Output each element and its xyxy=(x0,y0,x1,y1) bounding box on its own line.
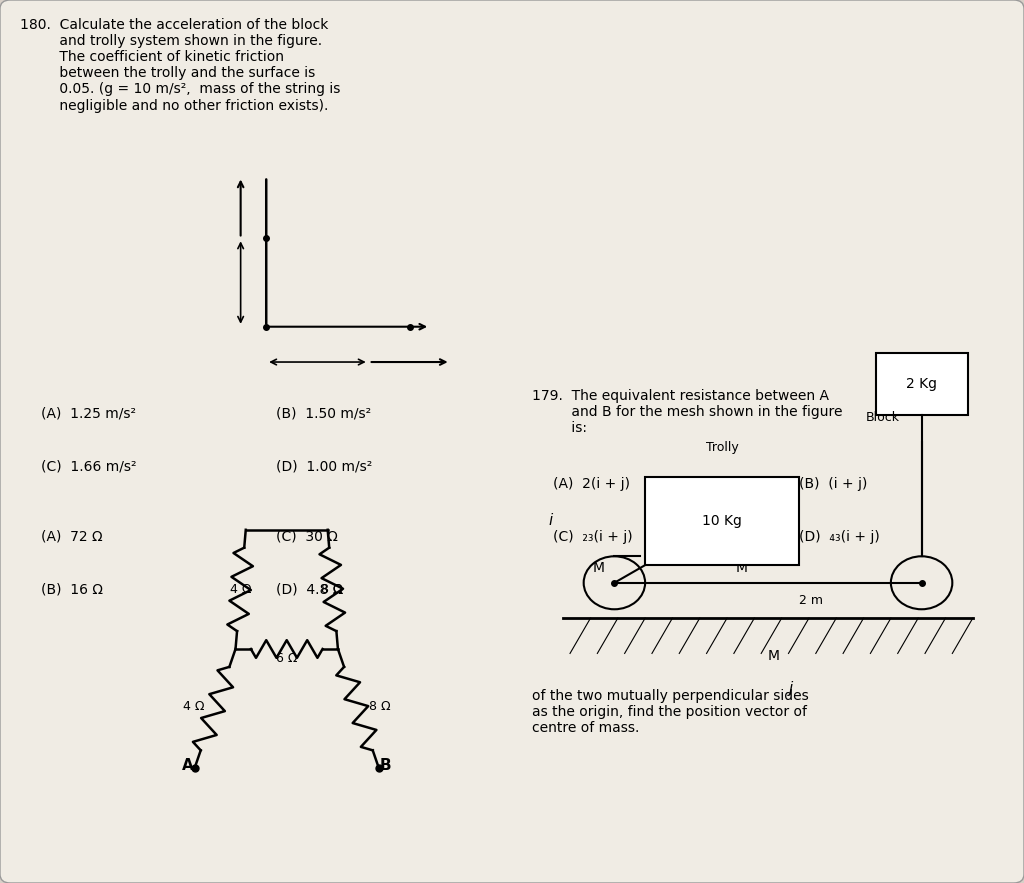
Text: (D)  4.8 Ω: (D) 4.8 Ω xyxy=(276,583,344,597)
Text: (C)  30 Ω: (C) 30 Ω xyxy=(276,530,338,544)
Text: 2 m: 2 m xyxy=(694,499,719,512)
Text: M: M xyxy=(768,649,780,663)
Text: 4 Ω: 4 Ω xyxy=(183,700,205,713)
Text: (B)  16 Ω: (B) 16 Ω xyxy=(41,583,103,597)
Text: M: M xyxy=(735,561,748,575)
Text: i: i xyxy=(549,514,553,528)
Bar xyxy=(645,477,799,565)
Text: (D)  1.00 m/s²: (D) 1.00 m/s² xyxy=(276,459,373,473)
Text: (D)  ₄₃(i + j): (D) ₄₃(i + j) xyxy=(799,530,880,544)
Text: j: j xyxy=(788,682,793,696)
Text: B: B xyxy=(380,758,391,773)
Text: 4 Ω: 4 Ω xyxy=(230,583,252,596)
Bar xyxy=(876,353,968,415)
Text: (C)  1.66 m/s²: (C) 1.66 m/s² xyxy=(41,459,136,473)
Text: (A)  1.25 m/s²: (A) 1.25 m/s² xyxy=(41,406,136,420)
Text: 8 Ω: 8 Ω xyxy=(322,583,343,596)
Text: 180.  Calculate the acceleration of the block
         and trolly system shown i: 180. Calculate the acceleration of the b… xyxy=(20,18,341,113)
Text: (A)  72 Ω: (A) 72 Ω xyxy=(41,530,102,544)
Text: A: A xyxy=(182,758,194,773)
Text: 2 Kg: 2 Kg xyxy=(906,377,937,391)
Text: (B)  1.50 m/s²: (B) 1.50 m/s² xyxy=(276,406,372,420)
Text: 2 m: 2 m xyxy=(799,594,822,607)
Text: (A)  2(i + j): (A) 2(i + j) xyxy=(553,477,630,491)
Text: Trolly: Trolly xyxy=(706,442,738,455)
Text: 8 Ω: 8 Ω xyxy=(369,700,390,713)
Text: 179.  The equivalent resistance between A
         and B for the mesh shown in t: 179. The equivalent resistance between A… xyxy=(532,389,843,435)
Text: 10 Kg: 10 Kg xyxy=(702,514,741,528)
Text: (C)  ₂₃(i + j): (C) ₂₃(i + j) xyxy=(553,530,633,544)
Text: Block: Block xyxy=(865,411,899,424)
Text: 6 Ω: 6 Ω xyxy=(276,652,297,665)
Text: (B)  (i + j): (B) (i + j) xyxy=(799,477,867,491)
Text: M: M xyxy=(592,561,604,575)
Text: of the two mutually perpendicular sides
as the origin, find the position vector : of the two mutually perpendicular sides … xyxy=(532,689,809,736)
